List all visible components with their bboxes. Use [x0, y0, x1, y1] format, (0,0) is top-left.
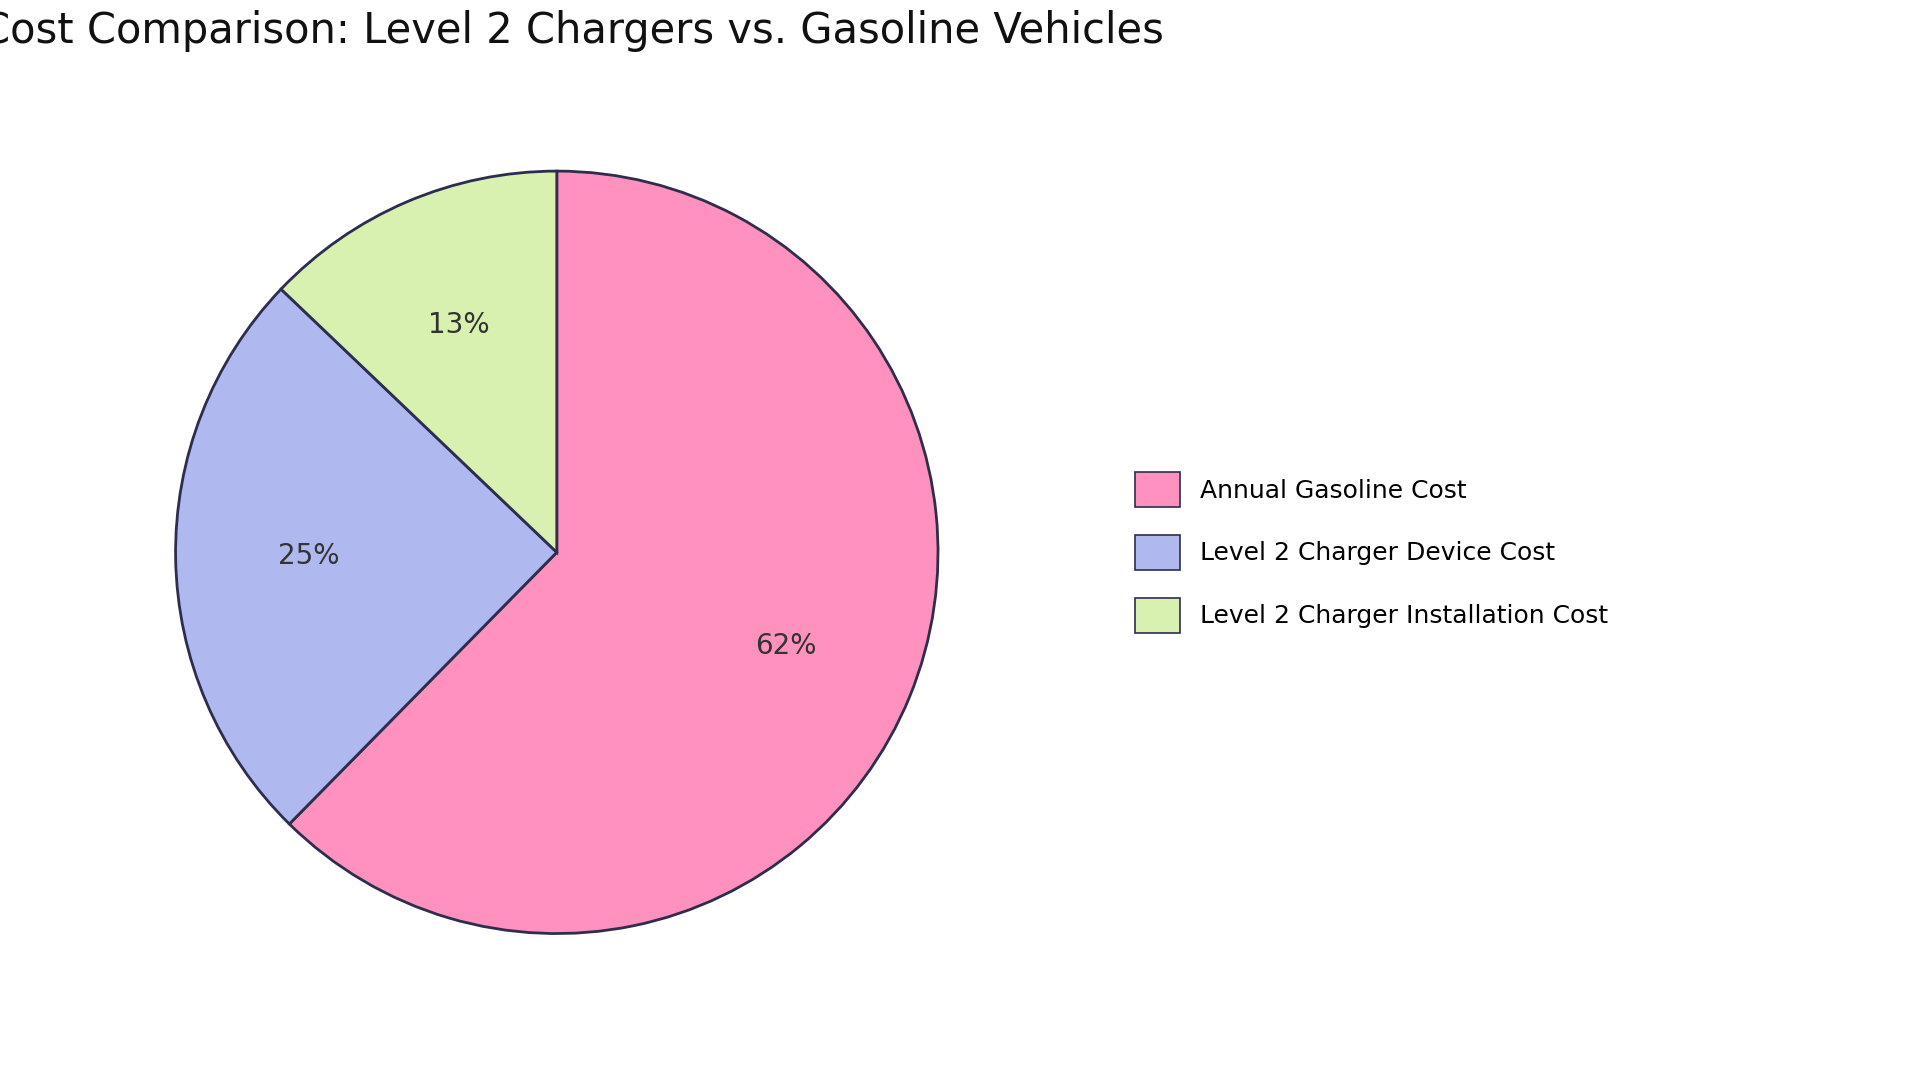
Text: 13%: 13%	[428, 311, 490, 339]
Wedge shape	[290, 171, 939, 934]
Wedge shape	[280, 171, 557, 552]
Text: 25%: 25%	[278, 543, 340, 570]
Wedge shape	[175, 289, 557, 824]
Legend: Annual Gasoline Cost, Level 2 Charger Device Cost, Level 2 Charger Installation : Annual Gasoline Cost, Level 2 Charger De…	[1121, 459, 1620, 645]
Text: 62%: 62%	[755, 632, 816, 661]
Text: Cost Comparison: Level 2 Chargers vs. Gasoline Vehicles: Cost Comparison: Level 2 Chargers vs. Ga…	[0, 11, 1164, 52]
